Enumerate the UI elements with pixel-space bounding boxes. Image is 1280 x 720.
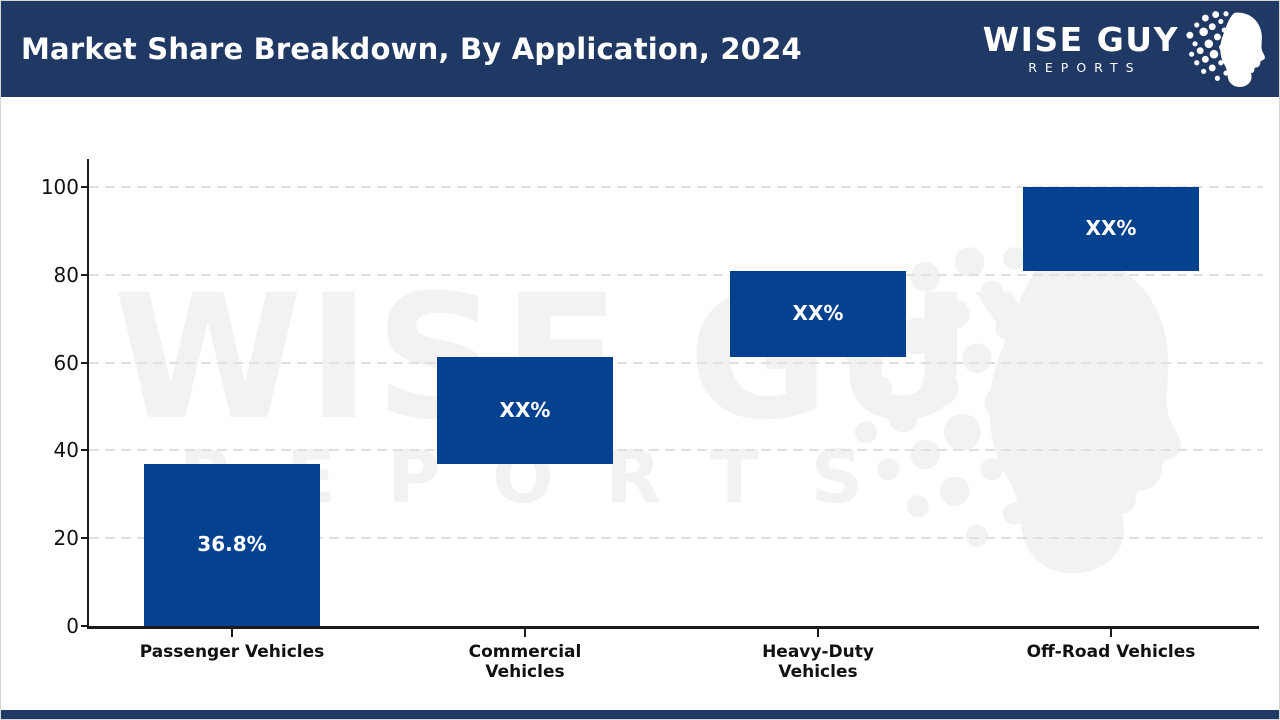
bar-segment: 36.8% xyxy=(144,464,320,626)
y-tick-40 xyxy=(81,449,88,452)
bar-segment: XX% xyxy=(730,270,906,357)
x-tick xyxy=(1110,629,1112,637)
gridline-80 xyxy=(89,273,1263,276)
x-axis-line xyxy=(87,626,1259,629)
logo-wordmark: WISE GUY xyxy=(982,20,1179,59)
bar-segment: XX% xyxy=(437,356,613,465)
gridline-20 xyxy=(89,537,1263,540)
footer-bar xyxy=(1,710,1279,719)
category-label: Passenger Vehicles xyxy=(139,642,325,662)
bar-value-label: XX% xyxy=(1085,215,1137,240)
y-tick-label-60: 60 xyxy=(53,350,79,375)
x-tick xyxy=(524,629,526,637)
category-label: Commercial Vehicles xyxy=(468,642,582,682)
chart-area: WISE GUY REPORTS 0 20 40 60 80 100 36.8% Passen… xyxy=(1,97,1279,710)
bar-segment: XX% xyxy=(1023,187,1199,271)
y-tick-20 xyxy=(81,537,88,540)
gridline-60 xyxy=(89,361,1263,364)
category-label: Heavy-Duty Vehicles xyxy=(762,642,874,682)
bar-value-label: XX% xyxy=(499,397,551,422)
logo-text: WISE GUY REPORTS xyxy=(982,20,1179,76)
bar-value-label: 36.8% xyxy=(197,532,267,557)
x-tick xyxy=(231,629,233,637)
header-bar: Market Share Breakdown, By Application, … xyxy=(1,1,1279,97)
gridline-40 xyxy=(89,449,1263,452)
page-title: Market Share Breakdown, By Application, … xyxy=(21,32,802,66)
logo-subtitle: REPORTS xyxy=(1028,60,1142,75)
y-tick-label-100: 100 xyxy=(40,175,79,199)
category-label: Off-Road Vehicles xyxy=(1026,642,1196,662)
x-tick xyxy=(817,629,819,637)
y-tick-80 xyxy=(81,273,88,276)
wise-guy-reports-logo: WISE GUY REPORTS xyxy=(983,1,1269,97)
gridline-100 xyxy=(89,186,1263,188)
y-tick-60 xyxy=(81,361,88,364)
y-tick-100 xyxy=(81,186,88,188)
bar-value-label: XX% xyxy=(792,300,844,325)
y-axis-line xyxy=(87,159,89,629)
y-tick-label-80: 80 xyxy=(53,262,79,287)
y-tick-label-0: 0 xyxy=(66,614,79,638)
y-tick-label-40: 40 xyxy=(53,438,79,463)
plot: 0 20 40 60 80 100 36.8% Passenger Vehicles XX% Co… xyxy=(1,97,1279,710)
y-tick-label-20: 20 xyxy=(53,526,79,551)
head-profile-logo-icon xyxy=(1186,11,1265,87)
y-tick-0 xyxy=(81,625,88,627)
